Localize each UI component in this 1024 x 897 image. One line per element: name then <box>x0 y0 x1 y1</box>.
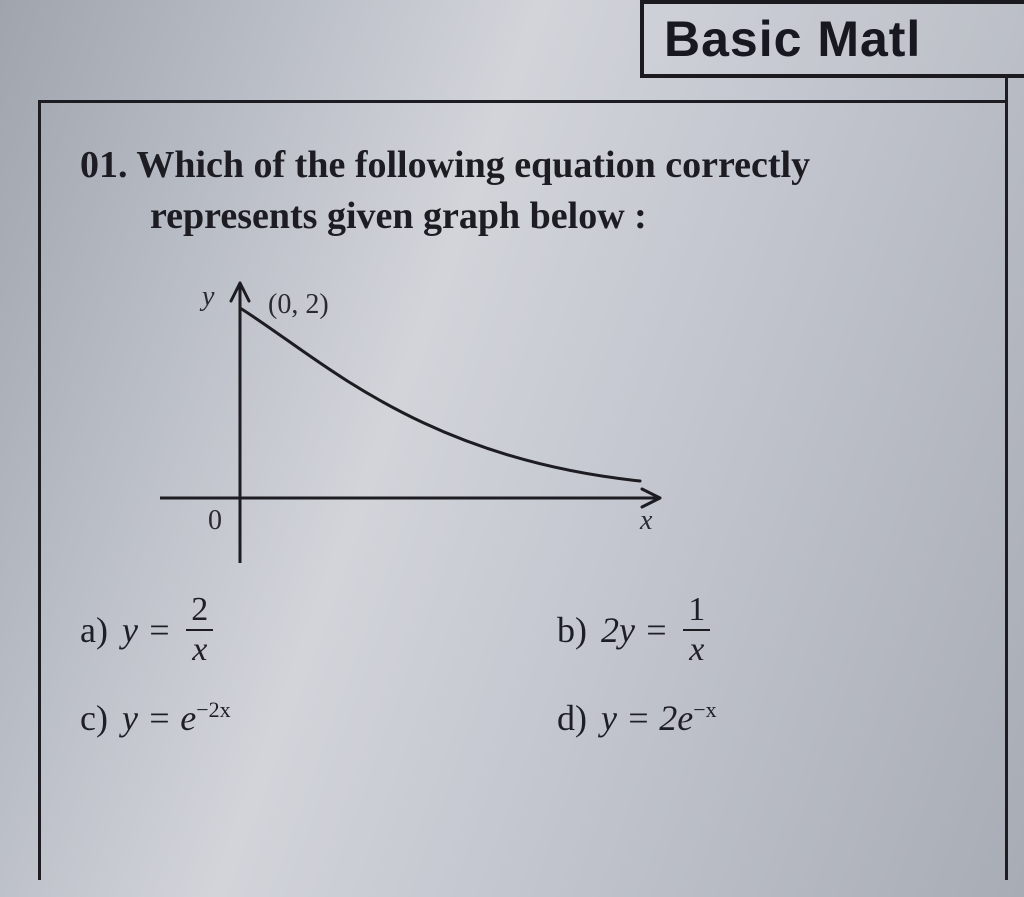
question-text: 01. Which of the following equation corr… <box>80 140 954 191</box>
question-number: 01. <box>80 144 128 186</box>
option-d-base: y = 2e <box>601 698 693 738</box>
option-d-expr: y = 2e−x <box>601 697 717 739</box>
decay-curve <box>240 308 640 481</box>
option-a-fraction: 2 x <box>185 593 214 667</box>
option-b-letter: b) <box>557 609 587 651</box>
option-a-denominator: x <box>186 629 213 667</box>
option-c-expr: y = e−2x <box>122 697 231 739</box>
rule-right <box>1005 74 1008 880</box>
option-a-letter: a) <box>80 609 108 651</box>
rule-left <box>38 100 41 880</box>
option-a-numerator: 2 <box>185 593 214 629</box>
option-b-prefix: 2y = <box>601 609 668 651</box>
question-line-2: represents given graph below : <box>80 191 954 242</box>
option-a-prefix: y = <box>122 609 171 651</box>
title-box: Basic Matl <box>640 0 1024 78</box>
start-point-label: (0, 2) <box>268 289 329 321</box>
question-line-1: Which of the following equation correctl… <box>136 144 810 186</box>
option-a[interactable]: a) y = 2 x <box>80 593 477 667</box>
option-b-fraction: 1 x <box>682 593 711 667</box>
option-b[interactable]: b) 2y = 1 x <box>557 593 954 667</box>
diagram: y (0, 2) 0 x <box>120 263 680 583</box>
x-axis-label: x <box>640 505 652 537</box>
rule-top <box>38 100 1008 103</box>
option-c-base: y = e <box>122 698 196 738</box>
origin-label: 0 <box>208 505 222 537</box>
content-area: 01. Which of the following equation corr… <box>80 140 954 739</box>
option-c-letter: c) <box>80 697 108 739</box>
options-grid: a) y = 2 x b) 2y = 1 x c) y = e−2x <box>80 593 954 739</box>
option-d[interactable]: d) y = 2e−x <box>557 697 954 739</box>
option-c[interactable]: c) y = e−2x <box>80 697 477 739</box>
option-d-exp: −x <box>693 697 716 722</box>
option-c-exp: −2x <box>196 697 230 722</box>
option-b-numerator: 1 <box>682 593 711 629</box>
y-axis-label: y <box>202 281 214 313</box>
option-b-denominator: x <box>683 629 710 667</box>
page: Basic Matl 01. Which of the following eq… <box>0 0 1024 897</box>
title-text: Basic Matl <box>664 10 921 68</box>
option-d-letter: d) <box>557 697 587 739</box>
